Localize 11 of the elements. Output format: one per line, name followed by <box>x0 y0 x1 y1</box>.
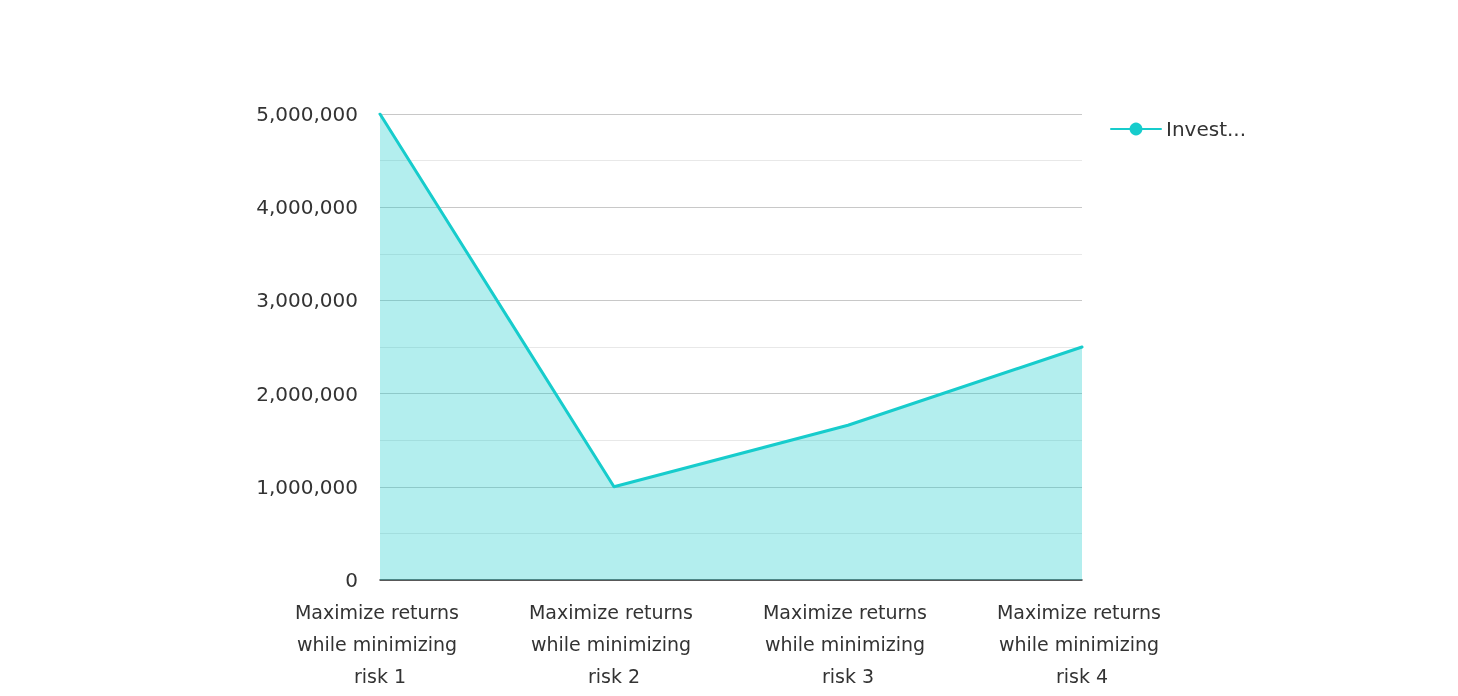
x-tick-label: Maximize returns while minimizing risk 2 <box>528 601 700 687</box>
y-tick-label: 0 <box>345 568 358 592</box>
y-tick-label: 1,000,000 <box>256 474 358 499</box>
y-tick-label: 5,000,000 <box>256 102 358 126</box>
legend-label: Invest... <box>1166 117 1247 141</box>
y-tick-label: 2,000,000 <box>256 381 358 406</box>
x-tick-label: Maximize returns while minimizing risk 4 <box>996 601 1168 687</box>
x-tick-label: Maximize returns while minimizing risk 3 <box>762 601 934 687</box>
x-tick-label: Maximize returns while minimizing risk 1 <box>294 601 466 687</box>
y-tick-label: 4,000,000 <box>256 195 358 220</box>
y-tick-label: 3,000,000 <box>256 288 358 313</box>
